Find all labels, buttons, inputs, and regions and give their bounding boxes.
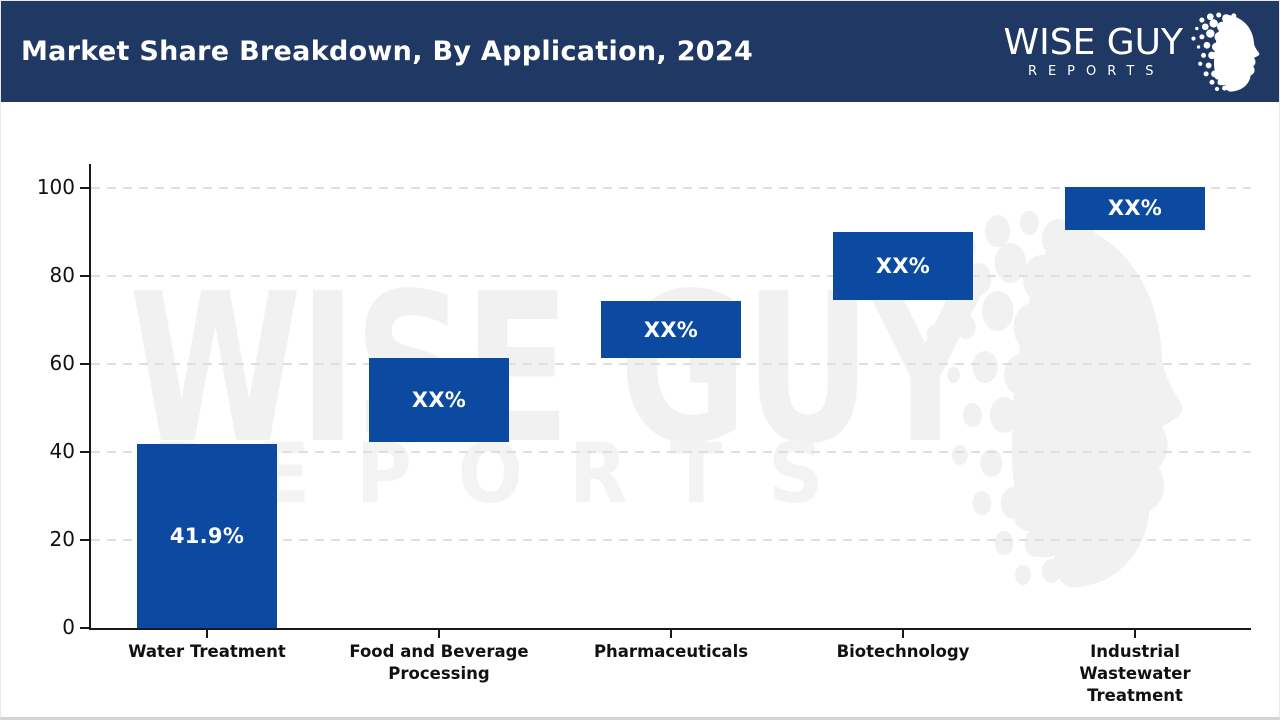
y-axis-label-60: 60	[49, 351, 75, 376]
x-axis-label-water-treatment: Water Treatment	[128, 642, 286, 661]
x-axis-label-biotechnology: Biotechnology	[836, 642, 970, 661]
logo-face-icon	[1191, 12, 1260, 92]
y-axis-tick-80	[80, 274, 89, 278]
plot-area: 0 20 40 60 80 100 41.9% Water Treatment XX% Food …	[37, 164, 1251, 705]
x-axis-tick-food-and-beverage-processing	[437, 630, 441, 638]
y-axis-label-40: 40	[49, 439, 75, 464]
gridline-60	[91, 363, 1251, 366]
bar-value-label-biotechnology: XX%	[875, 254, 931, 279]
x-axis-tick-water-treatment	[205, 630, 209, 638]
header-bar: Market Share Breakdown, By Application, …	[1, 1, 1279, 102]
logo-text: WISE GUY REPORTS	[1003, 22, 1184, 79]
y-axis-tick-40	[80, 450, 89, 454]
x-axis-tick-pharmaceuticals	[669, 630, 673, 638]
x-axis-tick-industrial-wastewater-treatment	[1133, 630, 1137, 638]
chart-title: Market Share Breakdown, By Application, …	[21, 36, 754, 67]
bar-biotechnology: XX%	[833, 232, 973, 301]
y-axis-tick-0	[80, 626, 89, 630]
gridline-40	[91, 451, 1251, 454]
y-axis-tick-20	[80, 538, 89, 542]
bar-food-and-beverage-processing: XX%	[369, 357, 509, 442]
x-axis-label-industrial-wastewater-treatment: Industrial Wastewater Treatment	[1079, 642, 1191, 705]
bar-value-label-industrial-wastewater-treatment: XX%	[1107, 196, 1163, 221]
y-axis-label-100: 100	[36, 175, 75, 200]
x-axis-label-food-and-beverage-processing: Food and Beverage Processing	[349, 642, 529, 683]
bar-water-treatment: 41.9%	[137, 443, 277, 628]
x-axis-label-pharmaceuticals: Pharmaceuticals	[593, 642, 749, 661]
bar-value-label-water-treatment: 41.9%	[169, 523, 245, 548]
gridline-20	[91, 539, 1251, 542]
y-axis-label-20: 20	[49, 527, 75, 552]
y-axis-tick-100	[80, 186, 89, 190]
gridline-80	[91, 275, 1251, 278]
bar-value-label-food-and-beverage-processing: XX%	[411, 387, 467, 412]
y-axis-tick-60	[80, 362, 89, 366]
bar-industrial-wastewater-treatment: XX%	[1065, 186, 1205, 230]
gridline-100	[91, 187, 1251, 190]
bar-pharmaceuticals: XX%	[601, 301, 741, 358]
logo-name: WISE GUY	[1003, 22, 1184, 63]
bar-value-label-pharmaceuticals: XX%	[643, 317, 699, 342]
y-axis-label-0: 0	[62, 615, 75, 639]
x-axis-tick-biotechnology	[901, 630, 905, 638]
logo-subtitle: REPORTS	[1027, 64, 1165, 79]
y-axis-label-80: 80	[49, 263, 75, 288]
wise-guy-reports-logo: WISE GUY REPORTS	[1004, 10, 1266, 94]
